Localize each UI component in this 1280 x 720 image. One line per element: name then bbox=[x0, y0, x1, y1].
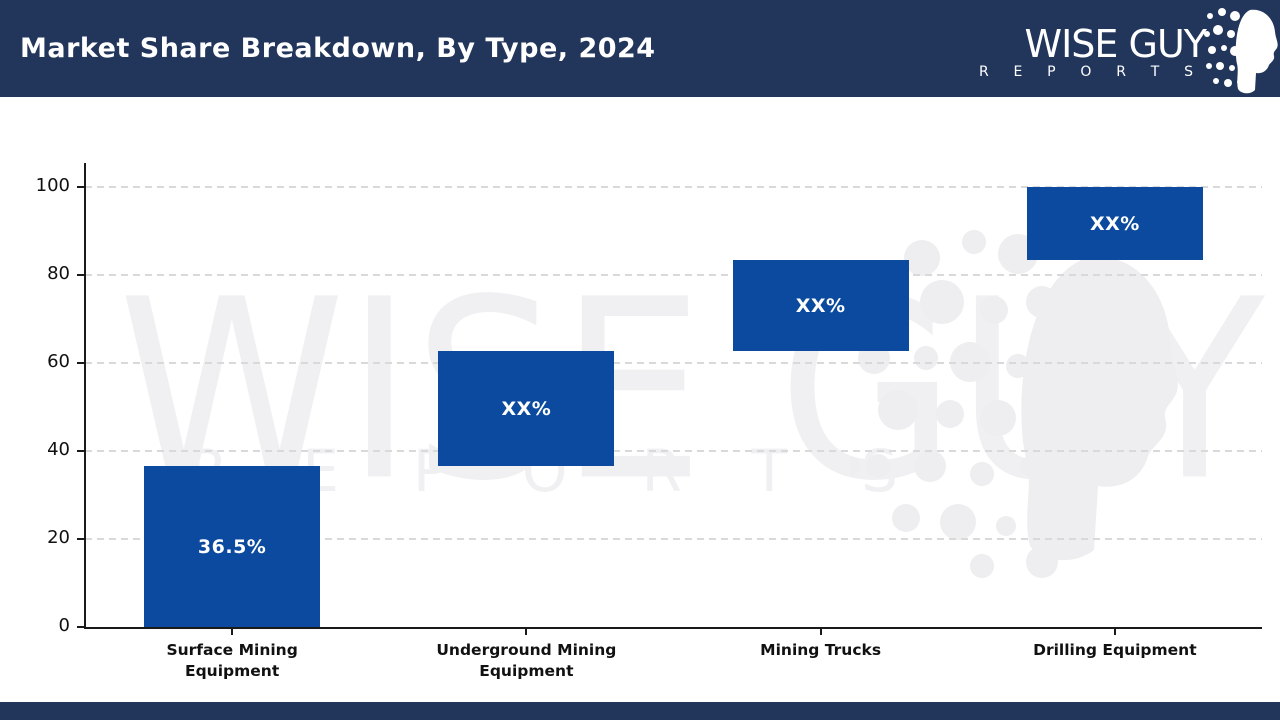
y-axis-line bbox=[84, 163, 86, 628]
y-tick-label-80: 80 bbox=[47, 263, 70, 284]
gridline-y-80 bbox=[85, 274, 1262, 276]
logo-wordmark: WISE GUY bbox=[1024, 22, 1207, 66]
x-category-label-2: Mining Trucks bbox=[760, 641, 882, 659]
x-category-label-1: Underground Mining Equipment bbox=[436, 641, 617, 680]
y-tick-mark-20 bbox=[77, 538, 85, 540]
chart-title: Market Share Breakdown, By Type, 2024 bbox=[20, 33, 656, 64]
bar-value-label: XX% bbox=[795, 294, 846, 317]
y-tick-label-20: 20 bbox=[47, 527, 70, 548]
gridline-y-60 bbox=[85, 362, 1262, 364]
gridline-y-20 bbox=[85, 538, 1262, 540]
gridline-y-40 bbox=[85, 450, 1262, 452]
x-tick-mark-1 bbox=[525, 629, 528, 635]
y-tick-label-60: 60 bbox=[47, 351, 70, 372]
plot-area: 0 20 40 60 80 100 36.5% Surface Mining Equipment… bbox=[0, 97, 1280, 702]
x-axis-line bbox=[84, 627, 1262, 629]
y-tick-mark-0 bbox=[77, 626, 85, 628]
bar-2: XX% bbox=[732, 260, 909, 351]
logo-reports-text: R E P O R T S bbox=[979, 64, 1204, 80]
y-tick-label-100: 100 bbox=[35, 175, 70, 196]
header-bar: Market Share Breakdown, By Type, 2024 WI… bbox=[0, 0, 1280, 97]
bar-0: 36.5% bbox=[144, 466, 321, 627]
y-tick-mark-40 bbox=[77, 450, 85, 452]
wise-guy-reports-logo: WISE GUY R E P O R T S bbox=[979, 0, 1278, 97]
bar-3: XX% bbox=[1026, 187, 1203, 261]
gridline-y-100 bbox=[85, 186, 1262, 188]
y-tick-label-40: 40 bbox=[47, 439, 70, 460]
logo-head-icon bbox=[1204, 8, 1278, 94]
y-tick-mark-60 bbox=[77, 362, 85, 364]
y-tick-mark-100 bbox=[77, 186, 85, 188]
x-tick-mark-3 bbox=[1113, 629, 1116, 635]
x-category-label-3: Drilling Equipment bbox=[1033, 641, 1197, 659]
x-category-label-0: Surface Mining Equipment bbox=[166, 641, 298, 680]
bar-value-label: XX% bbox=[1089, 212, 1140, 235]
y-tick-mark-80 bbox=[77, 274, 85, 276]
bar-value-label: 36.5% bbox=[197, 535, 267, 558]
bar-1: XX% bbox=[438, 350, 615, 467]
x-tick-mark-2 bbox=[819, 629, 822, 635]
y-tick-label-0: 0 bbox=[58, 615, 70, 636]
bar-value-label: XX% bbox=[501, 397, 552, 420]
footer-accent-bar bbox=[0, 702, 1280, 720]
x-tick-mark-0 bbox=[231, 629, 234, 635]
